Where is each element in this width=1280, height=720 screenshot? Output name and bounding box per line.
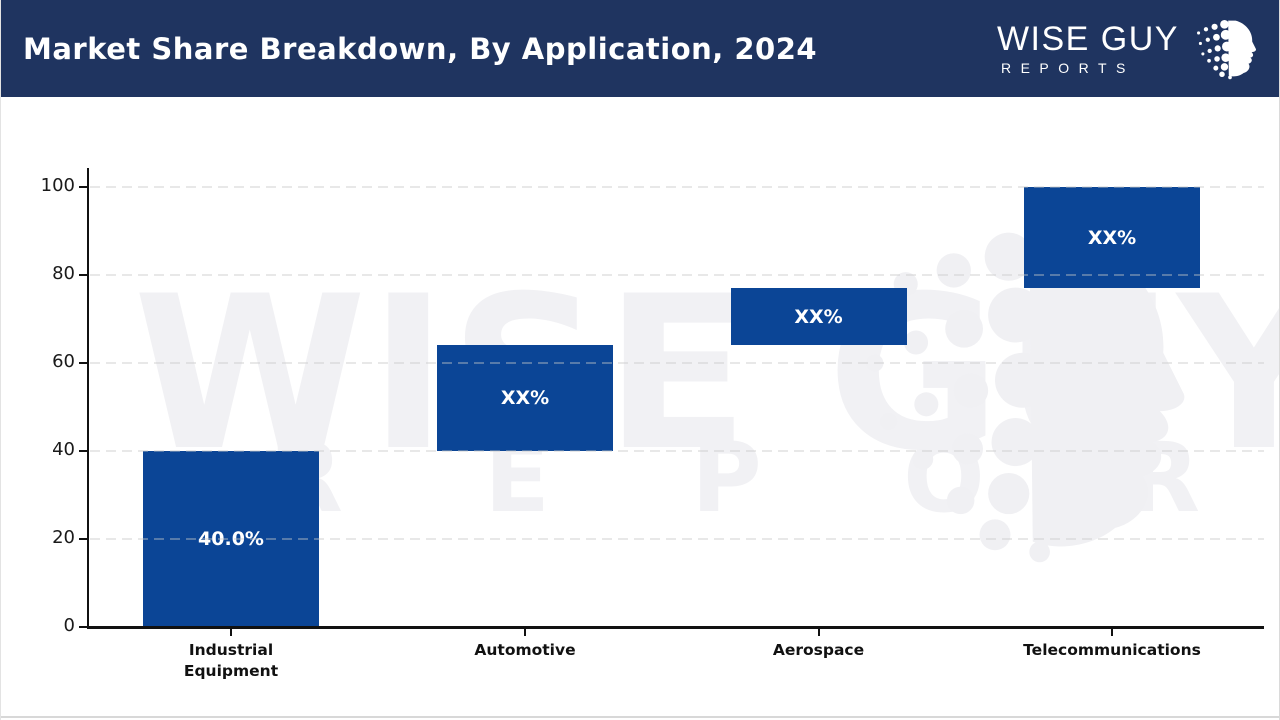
y-tick-label-60: 60 bbox=[52, 351, 75, 372]
bar-aerospace: XX% bbox=[730, 288, 907, 346]
x-tick-mark-telecommunications bbox=[1111, 629, 1113, 636]
x-category-label-industrial-equipment: Industrial Equipment bbox=[183, 641, 279, 680]
bar-telecommunications: XX% bbox=[1024, 187, 1200, 289]
x-tick-mark-automotive bbox=[524, 629, 526, 636]
bar-value-label-aerospace: XX% bbox=[794, 305, 843, 328]
y-tick-label-80: 80 bbox=[52, 263, 75, 284]
page-title: Market Share Breakdown, By Application, … bbox=[23, 31, 818, 66]
bar-value-label-automotive: XX% bbox=[500, 387, 550, 410]
y-tick-mark-20 bbox=[79, 538, 88, 540]
bar-value-label-telecommunications: XX% bbox=[1087, 226, 1137, 249]
y-tick-mark-80 bbox=[79, 274, 88, 276]
x-category-label-automotive: Automotive bbox=[474, 641, 576, 659]
x-tick-mark-industrial-equipment bbox=[230, 629, 232, 636]
logo-text: WISE GUY REPORTS bbox=[997, 22, 1179, 75]
y-axis-line bbox=[87, 168, 89, 629]
x-tick-mark-aerospace bbox=[817, 629, 820, 636]
logo-subtitle: REPORTS bbox=[1000, 60, 1135, 76]
watermark-head-icon bbox=[855, 232, 1185, 563]
header-band: Market Share Breakdown, By Application, … bbox=[1, 0, 1279, 97]
bar-value-label-industrial-equipment: 40.0% bbox=[198, 528, 264, 550]
bar-industrial-equipment: 40.0% bbox=[143, 451, 319, 627]
x-axis-line bbox=[87, 626, 1264, 629]
logo-wordmark: WISE GUY bbox=[996, 20, 1179, 58]
wise-guy-reports-logo: WISE GUY REPORTS bbox=[997, 8, 1259, 90]
bar-automotive: XX% bbox=[437, 345, 613, 451]
y-tick-label-20: 20 bbox=[52, 527, 75, 548]
y-tick-mark-100 bbox=[79, 186, 88, 188]
x-category-label-telecommunications: Telecommunications bbox=[1023, 641, 1201, 659]
y-tick-mark-0 bbox=[79, 626, 88, 628]
y-tick-mark-60 bbox=[79, 362, 88, 364]
x-category-label-aerospace: Aerospace bbox=[772, 641, 865, 659]
bottom-divider bbox=[1, 716, 1279, 718]
y-tick-label-100: 100 bbox=[40, 175, 75, 196]
y-tick-mark-40 bbox=[79, 450, 88, 452]
dotted-head-icon bbox=[1197, 19, 1257, 79]
y-tick-label-0: 0 bbox=[63, 615, 75, 636]
y-tick-label-40: 40 bbox=[52, 439, 75, 460]
